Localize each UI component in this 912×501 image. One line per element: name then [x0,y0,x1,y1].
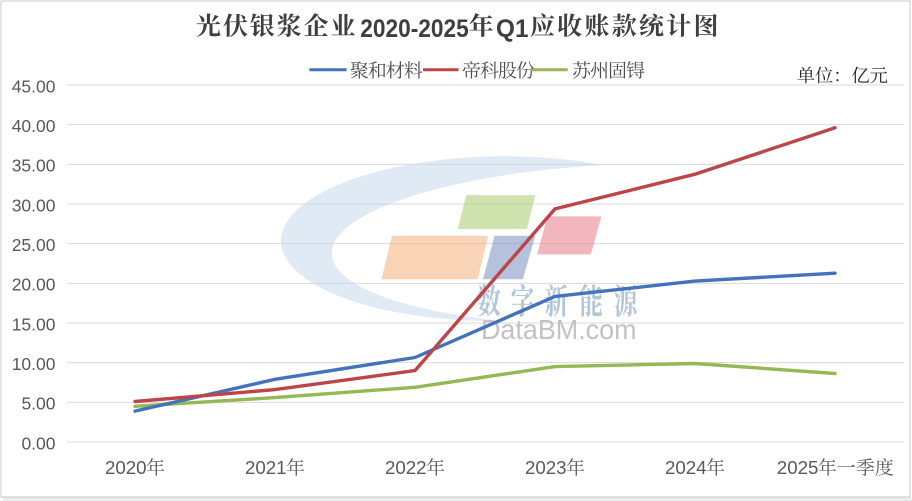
svg-text:2025: 2025 [777,457,819,478]
svg-text:10.00: 10.00 [12,354,56,374]
svg-text:2024: 2024 [665,457,707,478]
svg-text:2020-2025: 2020-2025 [360,15,468,43]
svg-text:35.00: 35.00 [12,156,56,176]
svg-text:2020: 2020 [105,457,147,478]
svg-text:5.00: 5.00 [21,394,55,414]
svg-text:2021: 2021 [245,457,287,478]
svg-text:15.00: 15.00 [12,314,56,334]
svg-text:2023: 2023 [525,457,567,478]
svg-text:25.00: 25.00 [12,235,56,255]
svg-text:30.00: 30.00 [12,195,56,215]
svg-text:2022: 2022 [385,457,427,478]
svg-text:0.00: 0.00 [21,433,55,453]
svg-text:Q1: Q1 [496,15,529,43]
svg-text:40.00: 40.00 [12,116,56,136]
svg-text:20.00: 20.00 [12,275,56,295]
svg-text:45.00: 45.00 [12,76,56,96]
